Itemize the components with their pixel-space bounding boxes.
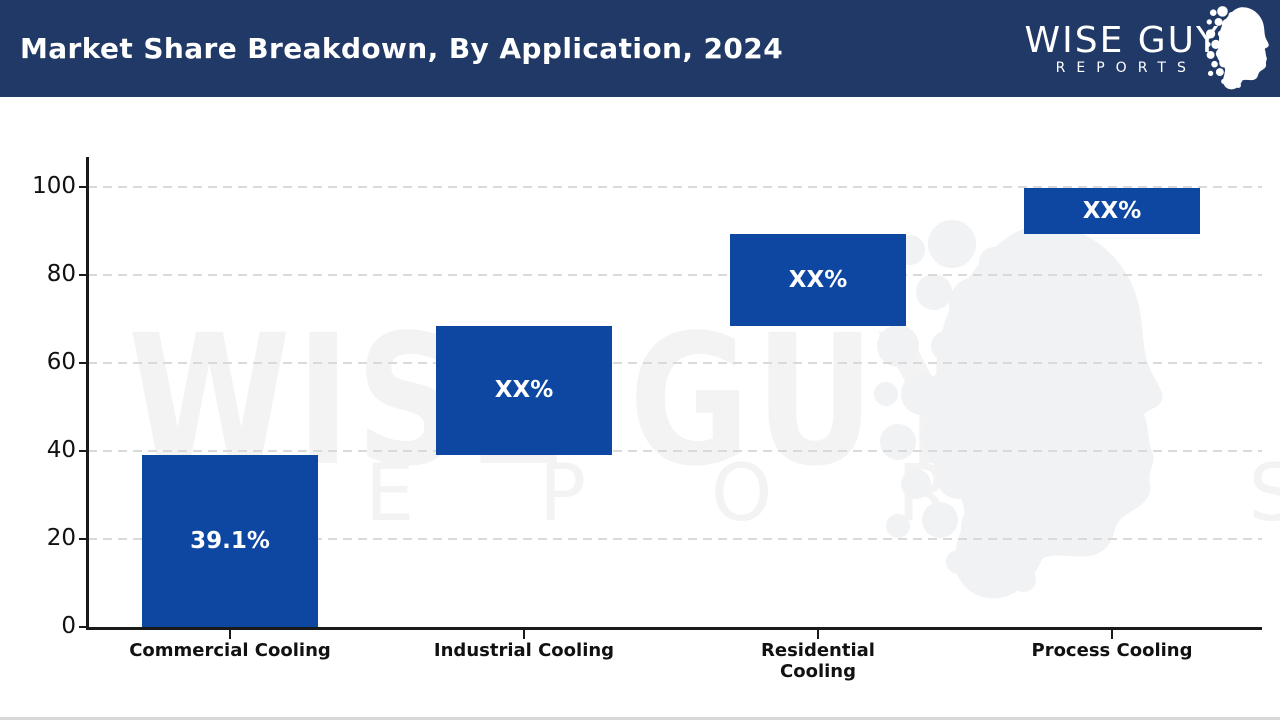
page-title: Market Share Breakdown, By Application, … bbox=[20, 32, 784, 65]
bar-value-label: XX% bbox=[788, 267, 848, 294]
x-tick-mark-3 bbox=[1111, 630, 1113, 639]
gridline-40 bbox=[88, 450, 1262, 452]
brand-head-icon bbox=[1205, 6, 1269, 90]
y-axis-line bbox=[86, 157, 89, 629]
bar-industrial-cooling: XX% bbox=[436, 326, 612, 455]
x-axis-line bbox=[86, 627, 1262, 630]
bar-value-label: 39.1% bbox=[190, 527, 270, 554]
y-tick-label-80: 80 bbox=[46, 261, 76, 287]
bar-commercial-cooling: 39.1% bbox=[142, 454, 318, 627]
y-tick-label-40: 40 bbox=[46, 437, 76, 463]
y-tick-mark-60 bbox=[79, 362, 88, 364]
x-category-label-3: Process Cooling bbox=[1031, 640, 1193, 661]
gridline-20 bbox=[88, 538, 1262, 540]
y-tick-label-100: 100 bbox=[32, 173, 76, 199]
gridline-80 bbox=[88, 274, 1262, 276]
y-tick-mark-40 bbox=[79, 450, 88, 452]
brand-name: WISE GUY bbox=[1024, 19, 1220, 61]
gridline-60 bbox=[88, 362, 1262, 364]
x-category-label-1: Industrial Cooling bbox=[433, 640, 615, 661]
y-tick-label-20: 20 bbox=[46, 525, 76, 551]
y-tick-label-60: 60 bbox=[46, 349, 76, 375]
x-tick-mark-2 bbox=[817, 630, 819, 639]
y-tick-mark-0 bbox=[79, 626, 88, 628]
chart-area: WISE GUY R E P O R T S 0 20 40 60 80 100 39.1%… bbox=[0, 97, 1280, 717]
x-tick-mark-0 bbox=[229, 630, 231, 639]
brand-subname: REPORTS bbox=[1055, 60, 1197, 77]
bar-process-cooling: XX% bbox=[1024, 187, 1200, 235]
brand-logo-text: WISE GUY REPORTS bbox=[1024, 19, 1221, 77]
bar-value-label: XX% bbox=[1082, 197, 1142, 224]
y-tick-mark-100 bbox=[79, 186, 88, 188]
x-category-label-2: Residential Cooling bbox=[761, 640, 875, 682]
bar-value-label: XX% bbox=[494, 377, 554, 404]
bar-residential-cooling: XX% bbox=[730, 234, 906, 327]
gridline-100 bbox=[88, 186, 1262, 188]
y-tick-label-0: 0 bbox=[61, 613, 76, 639]
x-category-label-0: Commercial Cooling bbox=[129, 640, 331, 661]
brand-logo: WISE GUY REPORTS bbox=[1025, 4, 1271, 94]
x-tick-mark-1 bbox=[523, 630, 525, 639]
y-tick-mark-80 bbox=[79, 274, 88, 276]
y-tick-mark-20 bbox=[79, 538, 88, 540]
watermark-head-icon bbox=[874, 220, 1163, 599]
header-bar: Market Share Breakdown, By Application, … bbox=[0, 0, 1280, 97]
